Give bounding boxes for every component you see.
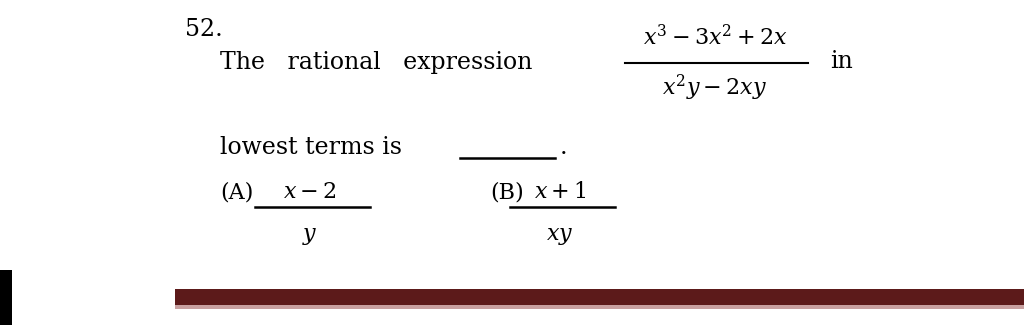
Text: $x+1$: $x+1$ [534, 181, 587, 203]
Text: (B): (B) [490, 181, 523, 203]
Text: $x^2y-2xy$: $x^2y-2xy$ [663, 73, 768, 103]
Bar [175, 305, 1024, 309]
Text: $y$: $y$ [302, 225, 317, 247]
Text: The   rational   expression: The rational expression [220, 50, 532, 73]
Bar [175, 289, 1024, 305]
Text: $x^3-3x^2+2x$: $x^3-3x^2+2x$ [643, 25, 787, 50]
Text: $x-2$: $x-2$ [284, 181, 337, 203]
Bar [0, 270, 12, 325]
Text: in: in [830, 50, 853, 73]
Text: (A): (A) [220, 181, 253, 203]
Text: lowest terms is: lowest terms is [220, 137, 402, 160]
Text: .: . [560, 137, 567, 160]
Text: 52.: 52. [185, 18, 223, 41]
Text: $xy$: $xy$ [547, 225, 573, 247]
